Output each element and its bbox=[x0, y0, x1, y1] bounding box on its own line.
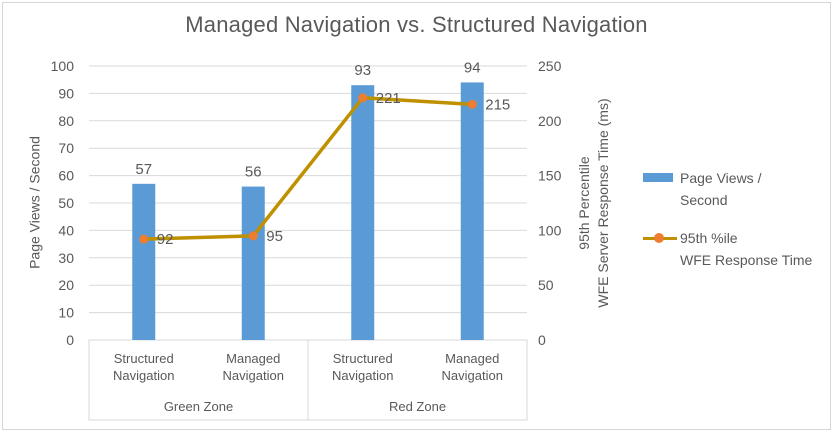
bar-data-label: 56 bbox=[245, 164, 262, 181]
right-axis-tick-label: 50 bbox=[538, 277, 554, 293]
right-axis-tick-label: 250 bbox=[538, 58, 562, 74]
right-axis-tick-label: 0 bbox=[538, 332, 546, 348]
category-label: Structured bbox=[114, 351, 174, 366]
bar bbox=[460, 82, 484, 340]
zone-label: Red Zone bbox=[389, 399, 446, 414]
bar bbox=[351, 85, 375, 341]
left-axis-tick-label: 20 bbox=[58, 277, 74, 293]
chart-title: Managed Navigation vs. Structured Naviga… bbox=[185, 12, 648, 37]
category-label: Navigation bbox=[442, 368, 503, 383]
left-axis-tick-label: 80 bbox=[58, 113, 74, 129]
bar-series-swatch bbox=[643, 173, 673, 182]
left-axis-tick-label: 0 bbox=[66, 332, 74, 348]
line-series-swatch bbox=[643, 232, 677, 244]
right-axis-tick-label: 200 bbox=[538, 113, 562, 129]
line-marker bbox=[358, 93, 368, 103]
bar bbox=[241, 186, 265, 340]
bar bbox=[132, 183, 156, 340]
response-time-line bbox=[142, 96, 474, 241]
legend-marker-glyph bbox=[654, 233, 664, 243]
legend-label: Page Views / Second bbox=[680, 170, 762, 208]
line-data-label: 92 bbox=[157, 231, 174, 248]
line-marker bbox=[467, 99, 477, 109]
zone-label: Green Zone bbox=[164, 399, 233, 414]
line-data-label: 95 bbox=[266, 228, 283, 245]
right-axis-tick-label: 100 bbox=[538, 222, 562, 238]
left-axis-tick-label: 10 bbox=[58, 305, 74, 321]
category-label: Navigation bbox=[223, 368, 284, 383]
left-axis-tick-label: 100 bbox=[51, 58, 75, 74]
legend-item-page-views: Page Views / Second bbox=[643, 167, 828, 211]
bar-data-label: 93 bbox=[354, 62, 371, 79]
category-label: Managed bbox=[445, 351, 499, 366]
left-axis-tick-label: 50 bbox=[58, 195, 74, 211]
line-data-label: 215 bbox=[485, 96, 510, 113]
left-axis-tick-label: 40 bbox=[58, 222, 74, 238]
right-axis-tick-label: 150 bbox=[538, 168, 562, 184]
category-label: Managed bbox=[226, 351, 280, 366]
legend-label: 95th %ile WFE Response Time bbox=[680, 230, 813, 268]
category-label: Navigation bbox=[332, 368, 393, 383]
category-label: Structured bbox=[333, 351, 393, 366]
left-axis-tick-label: 90 bbox=[58, 85, 74, 101]
bar-data-label: 94 bbox=[464, 59, 481, 76]
line-data-label: 221 bbox=[376, 90, 401, 107]
left-axis-tick-label: 30 bbox=[58, 250, 74, 266]
left-axis-tick-label: 70 bbox=[58, 140, 74, 156]
legend: Page Views / Second 95th %ile WFE Respon… bbox=[643, 167, 828, 287]
line-marker bbox=[248, 231, 258, 241]
legend-item-response-time: 95th %ile WFE Response Time bbox=[643, 227, 828, 271]
category-label: Navigation bbox=[113, 368, 174, 383]
line-marker bbox=[139, 234, 149, 244]
left-axis-tick-label: 60 bbox=[58, 168, 74, 184]
bar-data-label: 57 bbox=[135, 161, 152, 178]
